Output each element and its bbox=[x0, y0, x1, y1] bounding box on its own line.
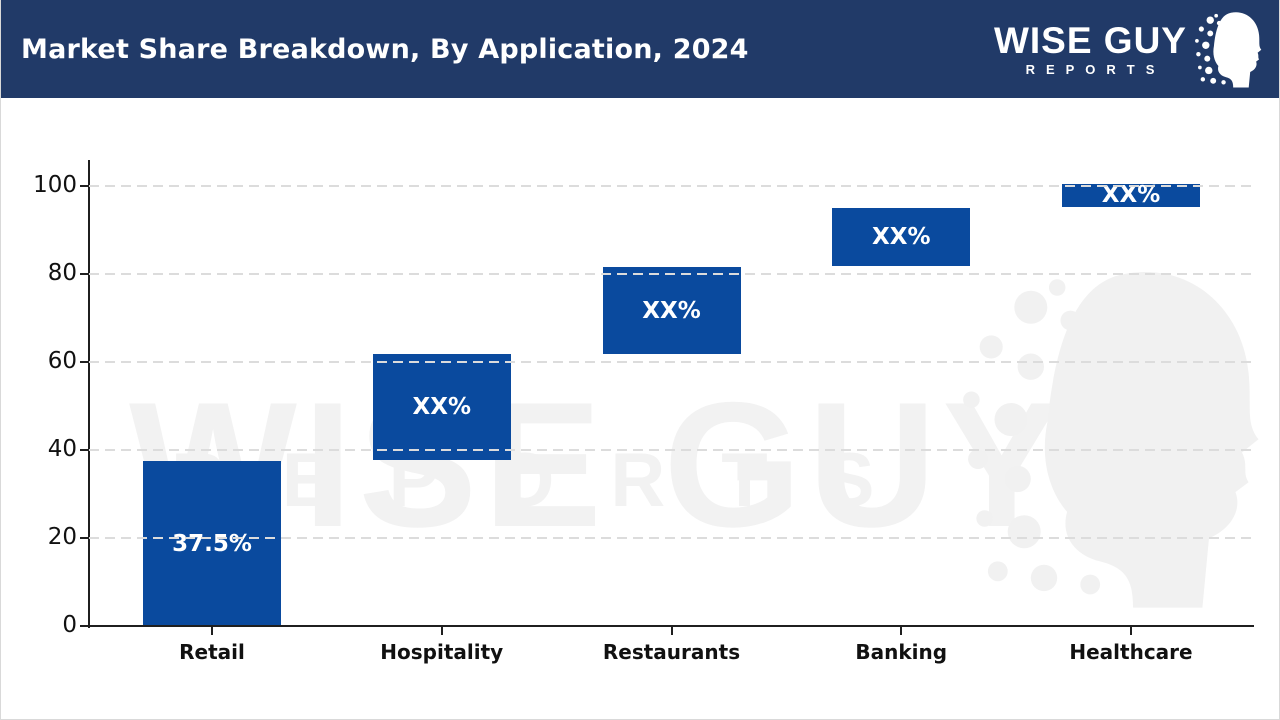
y-axis-tick bbox=[80, 625, 89, 627]
waterfall-bar-hospitality: XX% bbox=[372, 354, 511, 460]
watermark-subtext: REPORTS bbox=[171, 438, 931, 523]
waterfall-bar-healthcare: XX% bbox=[1062, 182, 1200, 208]
waterfall-bar-banking: XX% bbox=[832, 208, 971, 267]
waterfall-bar-restaurants: XX% bbox=[602, 266, 741, 355]
category-label-restaurants: Restaurants bbox=[602, 640, 741, 664]
y-axis-tick bbox=[80, 361, 89, 363]
bar-value-label: XX% bbox=[412, 393, 471, 420]
watermark-text: WISE GUY bbox=[129, 365, 1068, 564]
x-axis-tick bbox=[900, 627, 903, 635]
bar-value-label: XX% bbox=[871, 224, 931, 251]
wiseguy-logo-text: WISE GUY REPORTS bbox=[994, 22, 1187, 76]
y-axis-tick bbox=[80, 449, 89, 451]
watermark-head-icon bbox=[963, 272, 1259, 608]
category-label-retail: Retail bbox=[179, 640, 245, 664]
category-label-hospitality: Hospitality bbox=[380, 640, 504, 664]
x-axis-tick bbox=[1130, 627, 1132, 635]
bar-value-label: 37.5% bbox=[172, 530, 252, 557]
header-bar: Market Share Breakdown, By Application, … bbox=[1, 0, 1279, 98]
wiseguy-logo: WISE GUY REPORTS bbox=[994, 8, 1265, 90]
page-title: Market Share Breakdown, By Application, … bbox=[21, 33, 749, 65]
x-axis-tick bbox=[670, 627, 673, 635]
y-axis-tick-label: 80 bbox=[47, 260, 77, 286]
gridline bbox=[89, 273, 1254, 275]
gridline bbox=[89, 449, 1254, 451]
x-axis-line bbox=[88, 625, 1254, 627]
waterfall-bar-retail: 37.5% bbox=[143, 461, 281, 626]
y-axis-tick-label: 0 bbox=[62, 612, 77, 638]
x-axis-tick bbox=[440, 627, 443, 635]
y-axis-tick-label: 100 bbox=[33, 172, 77, 198]
category-label-healthcare: Healthcare bbox=[1069, 640, 1193, 664]
y-axis-line bbox=[88, 160, 90, 628]
logo-subtitle: REPORTS bbox=[1025, 62, 1166, 77]
gridline bbox=[89, 361, 1254, 363]
wiseguy-head-icon bbox=[1195, 12, 1262, 88]
y-axis-tick-label: 60 bbox=[47, 348, 77, 374]
logo-wordmark: WISE GUY bbox=[993, 20, 1187, 61]
y-axis-tick bbox=[80, 273, 89, 275]
chart-area: WISE GUY REPORTS 0 20 40 60 80 100 37.5% Retail… bbox=[1, 98, 1279, 718]
x-axis-tick bbox=[211, 627, 213, 635]
y-axis-tick-label: 20 bbox=[47, 524, 77, 550]
y-axis-tick-label: 40 bbox=[47, 436, 77, 462]
gridline bbox=[89, 537, 1254, 539]
y-axis-tick bbox=[80, 537, 89, 539]
category-label-banking: Banking bbox=[855, 640, 948, 664]
bar-value-label: XX% bbox=[642, 297, 701, 324]
gridline bbox=[89, 185, 1254, 187]
y-axis-tick bbox=[80, 185, 89, 187]
